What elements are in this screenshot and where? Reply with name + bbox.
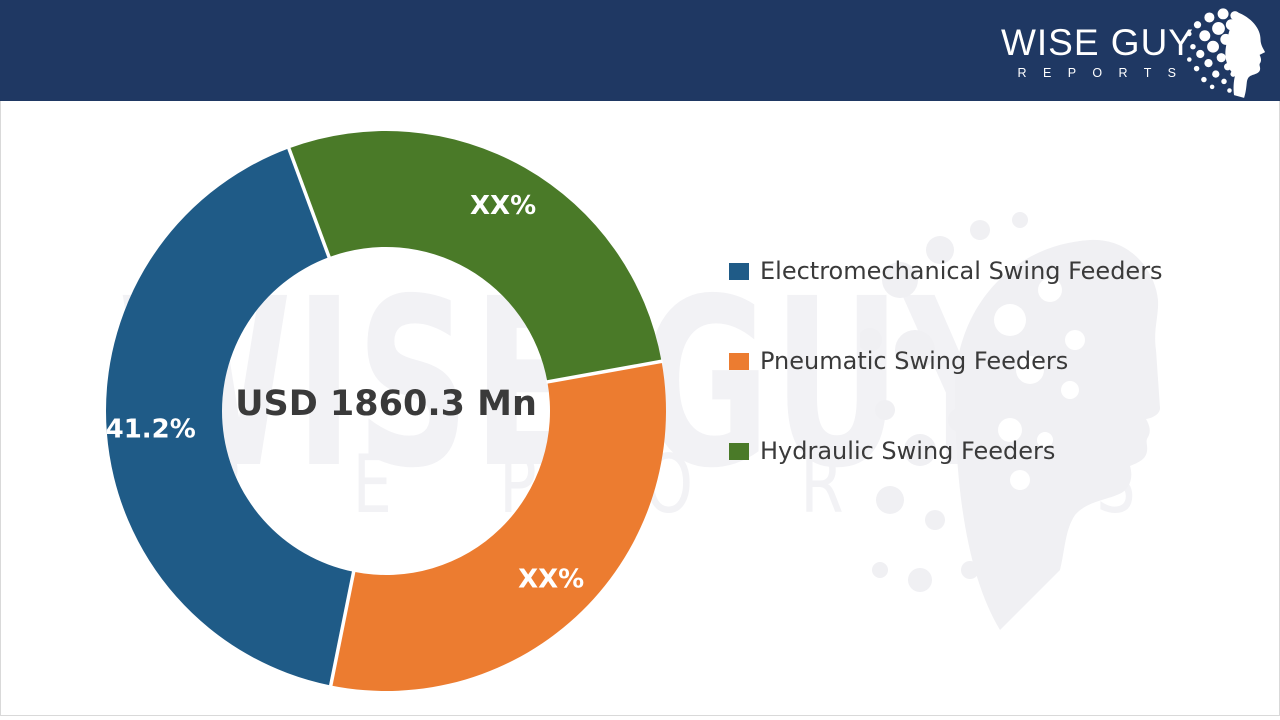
legend-swatch-icon <box>729 442 749 460</box>
chart-center-value: USD 1860.3 Mn <box>235 384 537 424</box>
logo-text: WISE GUY R E P O R T S <box>1001 24 1194 80</box>
legend-label: Pneumatic Swing Feeders <box>760 347 1069 375</box>
header-bar <box>0 0 1280 101</box>
logo-wordmark: WISE GUY <box>1000 22 1194 63</box>
logo-subtitle: R E P O R T S <box>1017 66 1183 80</box>
legend-item-electromechanical-swing-feeders: Electromechanical Swing Feeders <box>729 257 1163 285</box>
legend-item-pneumatic-swing-feeders: Pneumatic Swing Feeders <box>729 347 1163 375</box>
legend-label: Hydraulic Swing Feeders <box>760 437 1056 465</box>
head-profile-icon <box>1187 8 1266 98</box>
chart-legend: Electromechanical Swing Feeders Pneumatic… <box>729 257 1163 465</box>
legend-item-hydraulic-swing-feeders: Hydraulic Swing Feeders <box>729 437 1163 465</box>
legend-label: Electromechanical Swing Feeders <box>760 257 1163 285</box>
legend-swatch-icon <box>729 352 749 370</box>
wiseguy-logo: WISE GUY R E P O R T S <box>1001 8 1266 100</box>
legend-swatch-icon <box>729 262 749 280</box>
